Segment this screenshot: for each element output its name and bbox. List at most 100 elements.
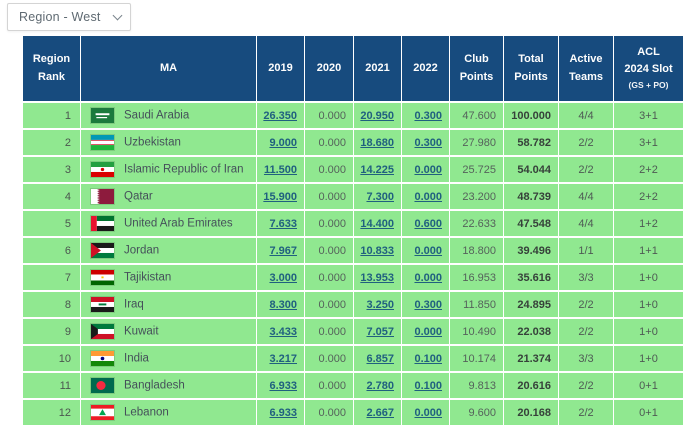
points-2020-cell-value: 0.000: [318, 244, 346, 257]
points-2019-cell-link[interactable]: 7.967: [269, 244, 297, 257]
points-2022-cell-link[interactable]: 0.300: [414, 136, 442, 149]
rank-cell: 6: [22, 236, 81, 265]
country-name: India: [124, 352, 149, 365]
points-2021-cell-link[interactable]: 10.833: [360, 244, 394, 257]
table-row: 7 Tajikistan 3.000 0.000 13.953 0.000 16.953 35…: [22, 263, 684, 292]
points-2019-cell-link[interactable]: 3.000: [269, 271, 297, 284]
points-2019-cell-link[interactable]: 7.633: [269, 217, 297, 230]
points-2019-cell: 6.933: [256, 371, 305, 400]
points-2022-cell-link[interactable]: 0.000: [414, 190, 442, 203]
header-region-rank: Region Rank: [22, 36, 81, 103]
club-points-cell-value: 22.633: [462, 217, 496, 230]
rank-cell: 9: [22, 317, 81, 346]
flag-india-icon: [91, 351, 114, 366]
points-2022-cell-link[interactable]: 0.600: [414, 217, 442, 230]
club-points-cell: 9.600: [449, 398, 504, 427]
ma-cell: United Arab Emirates: [80, 209, 257, 238]
header-2019: 2019: [256, 36, 305, 103]
active-teams-cell: 4/4: [558, 209, 614, 238]
club-points-cell-value: 10.490: [462, 325, 496, 338]
points-2019-cell-link[interactable]: 26.350: [263, 109, 297, 122]
points-2022-cell: 0.600: [401, 209, 450, 238]
flag-jordan-icon: [91, 243, 114, 258]
points-2019-cell-link[interactable]: 3.217: [269, 352, 297, 365]
points-2019-cell: 6.933: [256, 398, 305, 427]
points-2021-cell: 10.833: [353, 236, 402, 265]
points-2022-cell-link[interactable]: 0.000: [414, 244, 442, 257]
flag-iran-icon: [91, 162, 114, 177]
points-2020-cell-value: 0.000: [318, 379, 346, 392]
header-ma: MA: [80, 36, 257, 103]
points-2020-cell-value: 0.000: [318, 190, 346, 203]
points-2019-cell-link[interactable]: 11.500: [263, 163, 297, 176]
points-2022-cell-link[interactable]: 0.100: [414, 352, 442, 365]
country-name: Qatar: [124, 190, 153, 203]
points-2022-cell-link[interactable]: 0.000: [414, 163, 442, 176]
points-2020-cell: 0.000: [304, 317, 354, 346]
points-2019-cell-link[interactable]: 15.900: [263, 190, 297, 203]
points-2022-cell-link[interactable]: 0.100: [414, 379, 442, 392]
points-2021-cell-link[interactable]: 7.300: [366, 190, 394, 203]
country-name: Tajikistan: [124, 271, 172, 284]
points-2020-cell: 0.000: [304, 344, 354, 373]
country-name: Iraq: [124, 298, 144, 311]
points-2022-cell-link[interactable]: 0.000: [414, 325, 442, 338]
points-2019-cell: 26.350: [256, 101, 305, 130]
points-2021-cell-link[interactable]: 18.680: [360, 136, 394, 149]
points-2020-cell: 0.000: [304, 290, 354, 319]
points-2021-cell: 7.300: [353, 182, 402, 211]
flag-uae-icon: [91, 216, 114, 231]
points-2020-cell-value: 0.000: [318, 352, 346, 365]
points-2021-cell-link[interactable]: 2.667: [366, 406, 394, 419]
active-teams-cell: 2/2: [558, 155, 614, 184]
points-2022-cell-link[interactable]: 0.000: [414, 406, 442, 419]
rank-cell: 2: [22, 128, 81, 157]
points-2019-cell-link[interactable]: 3.433: [269, 325, 297, 338]
acl-slot-cell: 1+0: [613, 263, 684, 292]
ma-cell: Uzbekistan: [80, 128, 257, 157]
table-row: 5 United Arab Emirates 7.633 0.000 14.400 0.6…: [22, 209, 684, 238]
active-teams-cell: 4/4: [558, 182, 614, 211]
points-2021-cell-link[interactable]: 2.780: [366, 379, 394, 392]
active-teams-cell: 2/2: [558, 317, 614, 346]
points-2022-cell-link[interactable]: 0.300: [414, 109, 442, 122]
points-2019-cell: 15.900: [256, 182, 305, 211]
points-2021-cell-link[interactable]: 3.250: [366, 298, 394, 311]
points-2019-cell: 8.300: [256, 290, 305, 319]
points-2021-cell-link[interactable]: 14.225: [360, 163, 394, 176]
header-acl-sub: (GS + PO): [628, 80, 669, 91]
points-2022-cell-link[interactable]: 0.000: [414, 271, 442, 284]
points-2021-cell-link[interactable]: 14.400: [360, 217, 394, 230]
acl-slot-cell: 1+0: [613, 344, 684, 373]
points-2019-cell-link[interactable]: 9.000: [269, 136, 297, 149]
country-name: Jordan: [124, 244, 160, 257]
points-2020-cell-value: 0.000: [318, 109, 346, 122]
points-2021-cell-link[interactable]: 6.857: [366, 352, 394, 365]
country-name: United Arab Emirates: [124, 217, 233, 230]
points-2022-cell-link[interactable]: 0.300: [414, 298, 442, 311]
points-2019-cell-link[interactable]: 6.933: [269, 406, 297, 419]
club-points-cell: 9.813: [449, 371, 504, 400]
points-2020-cell-value: 0.000: [318, 136, 346, 149]
points-2020-cell: 0.000: [304, 155, 354, 184]
header-2020: 2020: [304, 36, 354, 103]
total-points-cell: 24.895: [503, 290, 559, 319]
total-points-cell: 35.616: [503, 263, 559, 292]
club-points-cell: 10.174: [449, 344, 504, 373]
region-filter-dropdown[interactable]: Region - West: [7, 3, 131, 31]
points-2019-cell-link[interactable]: 6.933: [269, 379, 297, 392]
acl-slot-cell: 2+2: [613, 155, 684, 184]
club-points-cell: 47.600: [449, 101, 504, 130]
points-2021-cell-link[interactable]: 20.950: [360, 109, 394, 122]
points-2020-cell-value: 0.000: [318, 298, 346, 311]
table-row: 2 Uzbekistan 9.000 0.000 18.680 0.300 27.980 58…: [22, 128, 684, 157]
points-2019-cell-link[interactable]: 8.300: [269, 298, 297, 311]
points-2021-cell-link[interactable]: 7.057: [366, 325, 394, 338]
table-row: 9 Kuwait 3.433 0.000 7.057 0.000 10.490 22.038 2…: [22, 317, 684, 346]
flag-bangladesh-icon: [91, 378, 114, 393]
points-2021-cell-link[interactable]: 13.953: [360, 271, 394, 284]
flag-lebanon-icon: [91, 405, 114, 420]
country-name: Kuwait: [124, 325, 159, 338]
points-2022-cell: 0.100: [401, 371, 450, 400]
rank-cell: 7: [22, 263, 81, 292]
